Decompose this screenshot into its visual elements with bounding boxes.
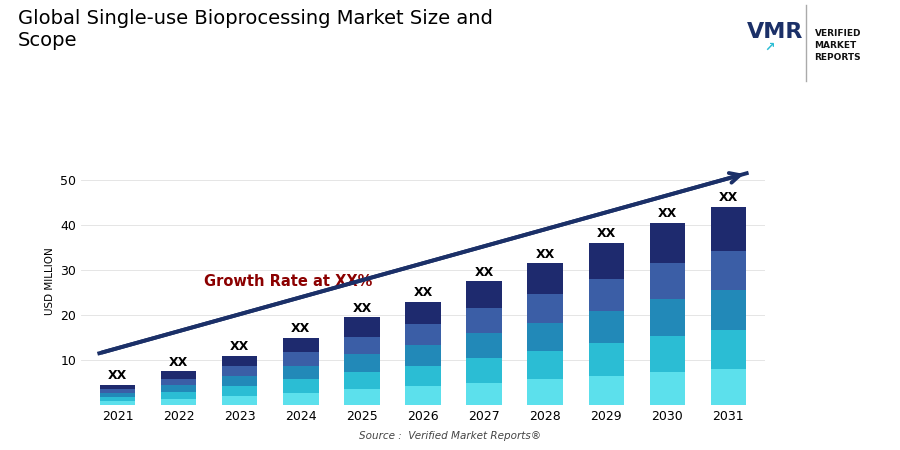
Bar bbox=[284, 366, 319, 379]
Bar bbox=[650, 263, 685, 299]
Bar bbox=[222, 386, 257, 396]
Text: Global Single-use Bioprocessing Market Size and
Scope: Global Single-use Bioprocessing Market S… bbox=[18, 9, 493, 50]
Bar bbox=[650, 299, 685, 336]
Bar bbox=[527, 351, 562, 379]
Bar bbox=[161, 371, 196, 379]
Text: Source :  Verified Market Reports®: Source : Verified Market Reports® bbox=[359, 431, 541, 441]
Bar bbox=[284, 379, 319, 393]
Text: VMR: VMR bbox=[747, 22, 804, 41]
Bar bbox=[161, 392, 196, 399]
Y-axis label: USD MILLION: USD MILLION bbox=[45, 248, 55, 315]
Bar bbox=[650, 372, 685, 405]
Bar bbox=[527, 263, 562, 294]
Bar bbox=[711, 251, 746, 290]
Text: Growth Rate at XX%: Growth Rate at XX% bbox=[204, 274, 373, 289]
Text: XX: XX bbox=[292, 322, 310, 335]
Bar bbox=[344, 389, 380, 405]
Bar bbox=[527, 323, 562, 351]
Bar bbox=[284, 352, 319, 366]
Bar bbox=[650, 223, 685, 263]
Text: XX: XX bbox=[413, 286, 433, 299]
Bar bbox=[100, 389, 135, 393]
Bar bbox=[527, 294, 562, 323]
Text: XX: XX bbox=[169, 356, 188, 369]
Text: XX: XX bbox=[352, 302, 372, 315]
Text: XX: XX bbox=[658, 207, 677, 220]
Text: XX: XX bbox=[230, 340, 249, 353]
Bar bbox=[711, 369, 746, 405]
Bar bbox=[222, 366, 257, 376]
Bar bbox=[466, 333, 502, 358]
Bar bbox=[222, 376, 257, 386]
Text: XX: XX bbox=[597, 227, 616, 240]
Bar bbox=[222, 356, 257, 366]
Bar bbox=[344, 337, 380, 354]
Bar bbox=[161, 379, 196, 385]
Bar bbox=[466, 382, 502, 405]
Bar bbox=[284, 393, 319, 405]
Bar bbox=[466, 358, 502, 382]
Bar bbox=[344, 354, 380, 372]
Bar bbox=[405, 324, 441, 345]
Text: XX: XX bbox=[719, 191, 738, 204]
Text: ↗: ↗ bbox=[764, 41, 775, 54]
Bar bbox=[589, 376, 624, 405]
Bar bbox=[405, 345, 441, 366]
Bar bbox=[711, 207, 746, 251]
Bar bbox=[589, 279, 624, 311]
Bar bbox=[405, 366, 441, 387]
Bar bbox=[405, 302, 441, 324]
Bar bbox=[100, 393, 135, 397]
Text: XX: XX bbox=[108, 369, 127, 382]
Text: VERIFIED
MARKET
REPORTS: VERIFIED MARKET REPORTS bbox=[814, 29, 861, 62]
Bar bbox=[466, 309, 502, 333]
Bar bbox=[161, 385, 196, 392]
Bar bbox=[100, 401, 135, 405]
Bar bbox=[100, 397, 135, 401]
Bar bbox=[344, 317, 380, 337]
Bar bbox=[711, 290, 746, 330]
Bar bbox=[466, 281, 502, 309]
Text: XX: XX bbox=[536, 248, 554, 261]
Bar bbox=[589, 243, 624, 279]
Text: XX: XX bbox=[474, 266, 494, 279]
Bar bbox=[405, 387, 441, 405]
Bar bbox=[344, 372, 380, 389]
Bar bbox=[589, 311, 624, 343]
Bar bbox=[527, 379, 562, 405]
Bar bbox=[711, 330, 746, 369]
Bar bbox=[161, 399, 196, 405]
Bar bbox=[650, 336, 685, 372]
Bar bbox=[589, 343, 624, 376]
Bar bbox=[284, 338, 319, 352]
Bar bbox=[222, 396, 257, 405]
Bar bbox=[100, 385, 135, 389]
